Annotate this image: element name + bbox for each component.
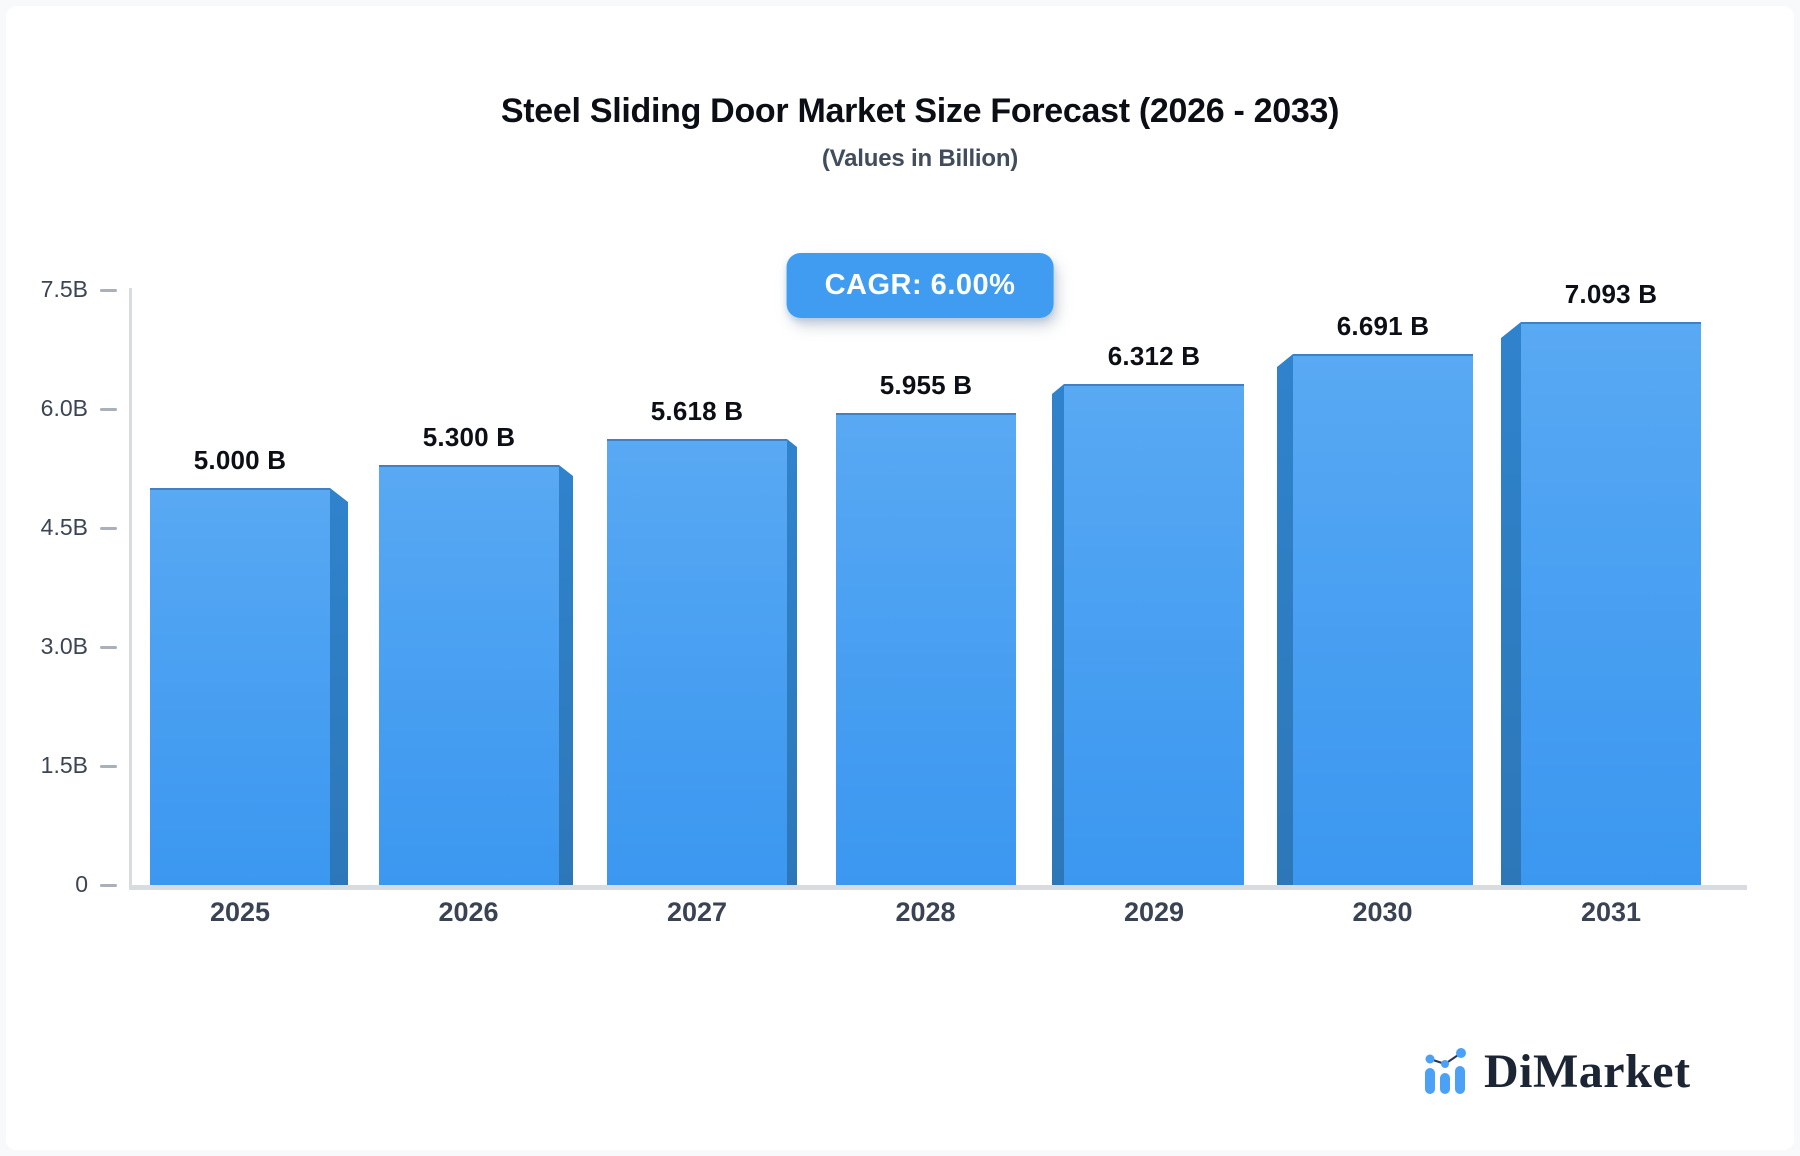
bar-value-label: 6.691 B [1336,311,1430,341]
x-axis-label: 2027 [666,897,728,927]
bar-side-face [787,439,797,887]
x-axis-label: 2028 [895,897,956,927]
bar-side-face [1052,384,1064,887]
bar-side-face [1277,354,1293,887]
y-axis-tick-label: 1.5B [40,752,88,778]
bar [150,488,330,887]
bar-value-label: 5.300 B [422,422,516,452]
dimarket-logo: DiMarket [1420,1038,1691,1098]
y-axis-tick-label: 3.0B [40,633,88,659]
mini-bar-chart-icon [1425,1048,1466,1094]
bar [1521,322,1701,887]
bar-value-label: 5.955 B [879,370,973,400]
y-axis-tick-label: 7.5B [40,276,88,302]
bar [607,439,787,887]
cagr-badge: CAGR: 6.00% [786,253,1054,318]
y-axis-tick-mark [100,289,117,292]
y-axis-tick-mark [100,884,117,887]
bar-value-label: 7.093 B [1564,279,1658,309]
x-axis-label: 2031 [1580,897,1642,927]
y-axis-tick-mark [100,527,117,530]
y-axis-tick-mark [100,765,117,768]
bar-side-face [1501,322,1521,887]
bar-value-label: 5.000 B [193,445,287,475]
bar-side-face [559,465,573,887]
logo-text: DiMarket [1484,1045,1691,1098]
bar-side-face [330,488,348,887]
y-axis-tick-label: 4.5B [40,514,88,540]
bar [1064,384,1244,887]
x-axis-label: 2029 [1123,897,1185,927]
bar-value-label: 5.618 B [650,396,744,426]
y-axis-tick-mark [100,646,117,649]
y-axis-tick-label: 0 [75,871,88,897]
y-axis-tick-mark [100,408,117,411]
bar [1293,354,1473,887]
bar [379,465,559,887]
bar [836,413,1016,887]
x-axis-line [129,885,1747,890]
x-axis-label: 2030 [1352,897,1413,927]
x-axis-label: 2025 [209,897,271,927]
x-axis-label: 2026 [438,897,499,927]
bar-value-label: 6.312 B [1107,341,1201,371]
y-axis-tick-label: 6.0B [40,395,88,421]
y-axis-line [129,288,132,888]
